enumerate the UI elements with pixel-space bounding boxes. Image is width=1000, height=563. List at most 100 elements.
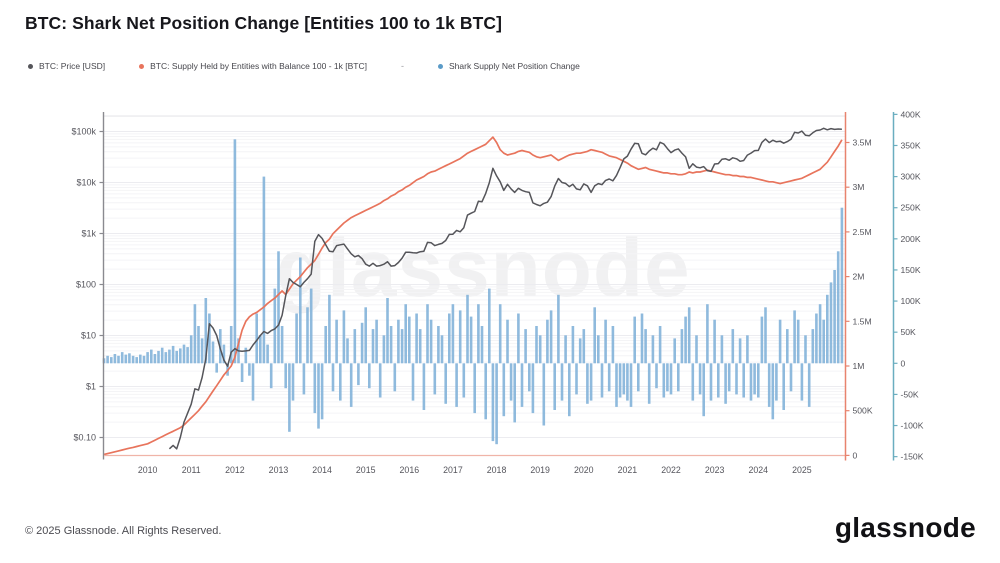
legend-separator: - — [400, 61, 404, 71]
net-position-bar — [182, 344, 186, 364]
net-position-bar — [720, 335, 724, 364]
net-position-bar — [299, 257, 302, 364]
supply-legend-dot-icon — [139, 63, 145, 69]
net-position-bar — [280, 326, 284, 364]
net-position-bar — [673, 338, 676, 364]
supply-axis-tick-label: 1M — [853, 361, 865, 371]
net-position-bar — [229, 326, 233, 364]
net-position-bar — [415, 313, 418, 364]
net-position-bar — [698, 363, 702, 395]
net-position-bar — [131, 355, 135, 364]
net-position-bar — [524, 329, 527, 364]
price-axis-tick-label: $0.10 — [73, 433, 96, 443]
net-position-bar — [186, 347, 189, 364]
price-axis-tick-label: $10 — [81, 331, 96, 341]
net-position-bar — [640, 313, 644, 364]
net-position-bar — [389, 326, 393, 364]
x-axis-year-label: 2019 — [530, 465, 550, 475]
net-position-bar — [135, 357, 138, 364]
net-position-bar — [786, 329, 789, 364]
net-position-bar — [629, 363, 633, 407]
x-axis-year-label: 2016 — [400, 465, 420, 475]
net-position-bar — [277, 251, 280, 364]
net-position-bar — [255, 313, 258, 364]
net-position-bar — [775, 363, 778, 401]
x-axis-year-label: 2014 — [312, 465, 332, 475]
page-title: BTC: Shark Net Position Change [Entities… — [25, 13, 503, 33]
net-position-bar — [531, 363, 535, 414]
supply-axis-tick-label: 0 — [853, 450, 858, 460]
net-position-bar — [618, 363, 622, 398]
glassnode-logo: glassnode — [834, 512, 976, 543]
x-axis-year-label: 2013 — [269, 465, 289, 475]
net-axis-tick-label: -150K — [901, 452, 924, 462]
legend-item-supply[interactable]: BTC: Supply Held by Entities with Balanc… — [139, 61, 367, 71]
net-position-bar — [553, 363, 556, 410]
x-axis-year-label: 2021 — [618, 465, 638, 475]
net-position-bar — [691, 363, 695, 401]
net-position-bar — [288, 363, 291, 432]
net-position-bar — [466, 294, 469, 364]
net-position-bar — [433, 363, 437, 395]
net-position-bar — [429, 319, 433, 364]
net-position-bar — [578, 338, 582, 364]
net-position-bar — [528, 363, 531, 392]
net-position-bar — [197, 326, 200, 364]
x-axis-year-label: 2011 — [182, 465, 201, 475]
net-position-bar — [284, 363, 287, 389]
net-position-bar — [408, 316, 411, 364]
net-position-bar — [266, 344, 269, 364]
net-position-bar — [644, 329, 647, 364]
net-position-bar — [498, 304, 502, 364]
net-position-bar — [535, 326, 538, 364]
net-position-bar — [400, 329, 404, 364]
net-position-bar — [480, 326, 484, 364]
net-position-bar — [771, 363, 775, 420]
net-position-bar — [110, 357, 113, 364]
net-position-bar — [382, 335, 386, 364]
net-position-bar — [513, 363, 516, 423]
net-position-bar — [320, 363, 324, 420]
net-position-bar — [491, 363, 495, 442]
net-position-bar — [357, 363, 360, 386]
net-position-bar — [560, 363, 564, 401]
net-position-bar — [684, 316, 687, 364]
legend-item-price[interactable]: BTC: Price [USD] — [28, 61, 105, 71]
net-position-bar — [611, 326, 615, 364]
net-position-bar — [582, 329, 586, 364]
legend-item-net-position-label: Shark Supply Net Position Change — [448, 61, 580, 71]
copyright-text: © 2025 Glassnode. All Rights Reserved. — [25, 525, 222, 537]
net-position-bar — [251, 363, 255, 401]
net-axis-tick-label: 150K — [901, 265, 921, 275]
chart-canvas: $100k $10k $1k $100 $10 $1 $0.10 3.5M 3M 2.5M 2M 1.… — [71, 109, 924, 475]
net-position-bar — [128, 353, 131, 364]
net-position-bar — [633, 316, 636, 364]
supply-axis-tick-label: 3M — [853, 182, 865, 192]
net-axis-tick-label: 350K — [901, 140, 921, 150]
net-position-bar — [473, 363, 476, 414]
net-position-bar — [469, 316, 473, 364]
net-position-bar — [146, 352, 149, 364]
supply-axis-tick-label: 1.5M — [853, 316, 872, 326]
net-position-bar — [680, 329, 684, 364]
net-position-bar — [444, 363, 447, 404]
net-position-bar — [506, 319, 509, 364]
net-position-bar — [815, 313, 818, 364]
supply-line — [103, 136, 843, 456]
price-axis-tick-label: $100k — [71, 127, 96, 137]
net-position-bar — [200, 338, 204, 364]
net-position-bar — [331, 363, 335, 392]
net-position-bar — [749, 363, 753, 401]
net-position-bar — [248, 363, 251, 376]
net-position-bar — [702, 363, 705, 417]
net-position-bar — [211, 341, 215, 364]
legend-item-net-position[interactable]: Shark Supply Net Position Change — [437, 61, 580, 71]
net-position-bar — [597, 335, 600, 364]
price-axis-tick-label: $1k — [81, 229, 96, 239]
net-axis-tick-label: 300K — [901, 172, 921, 182]
net-position-bar — [727, 363, 731, 392]
supply-axis-tick-label: 3.5M — [853, 138, 872, 148]
net-position-bar — [607, 363, 611, 392]
net-position-bar — [160, 347, 164, 364]
net-position-bar — [495, 363, 498, 445]
